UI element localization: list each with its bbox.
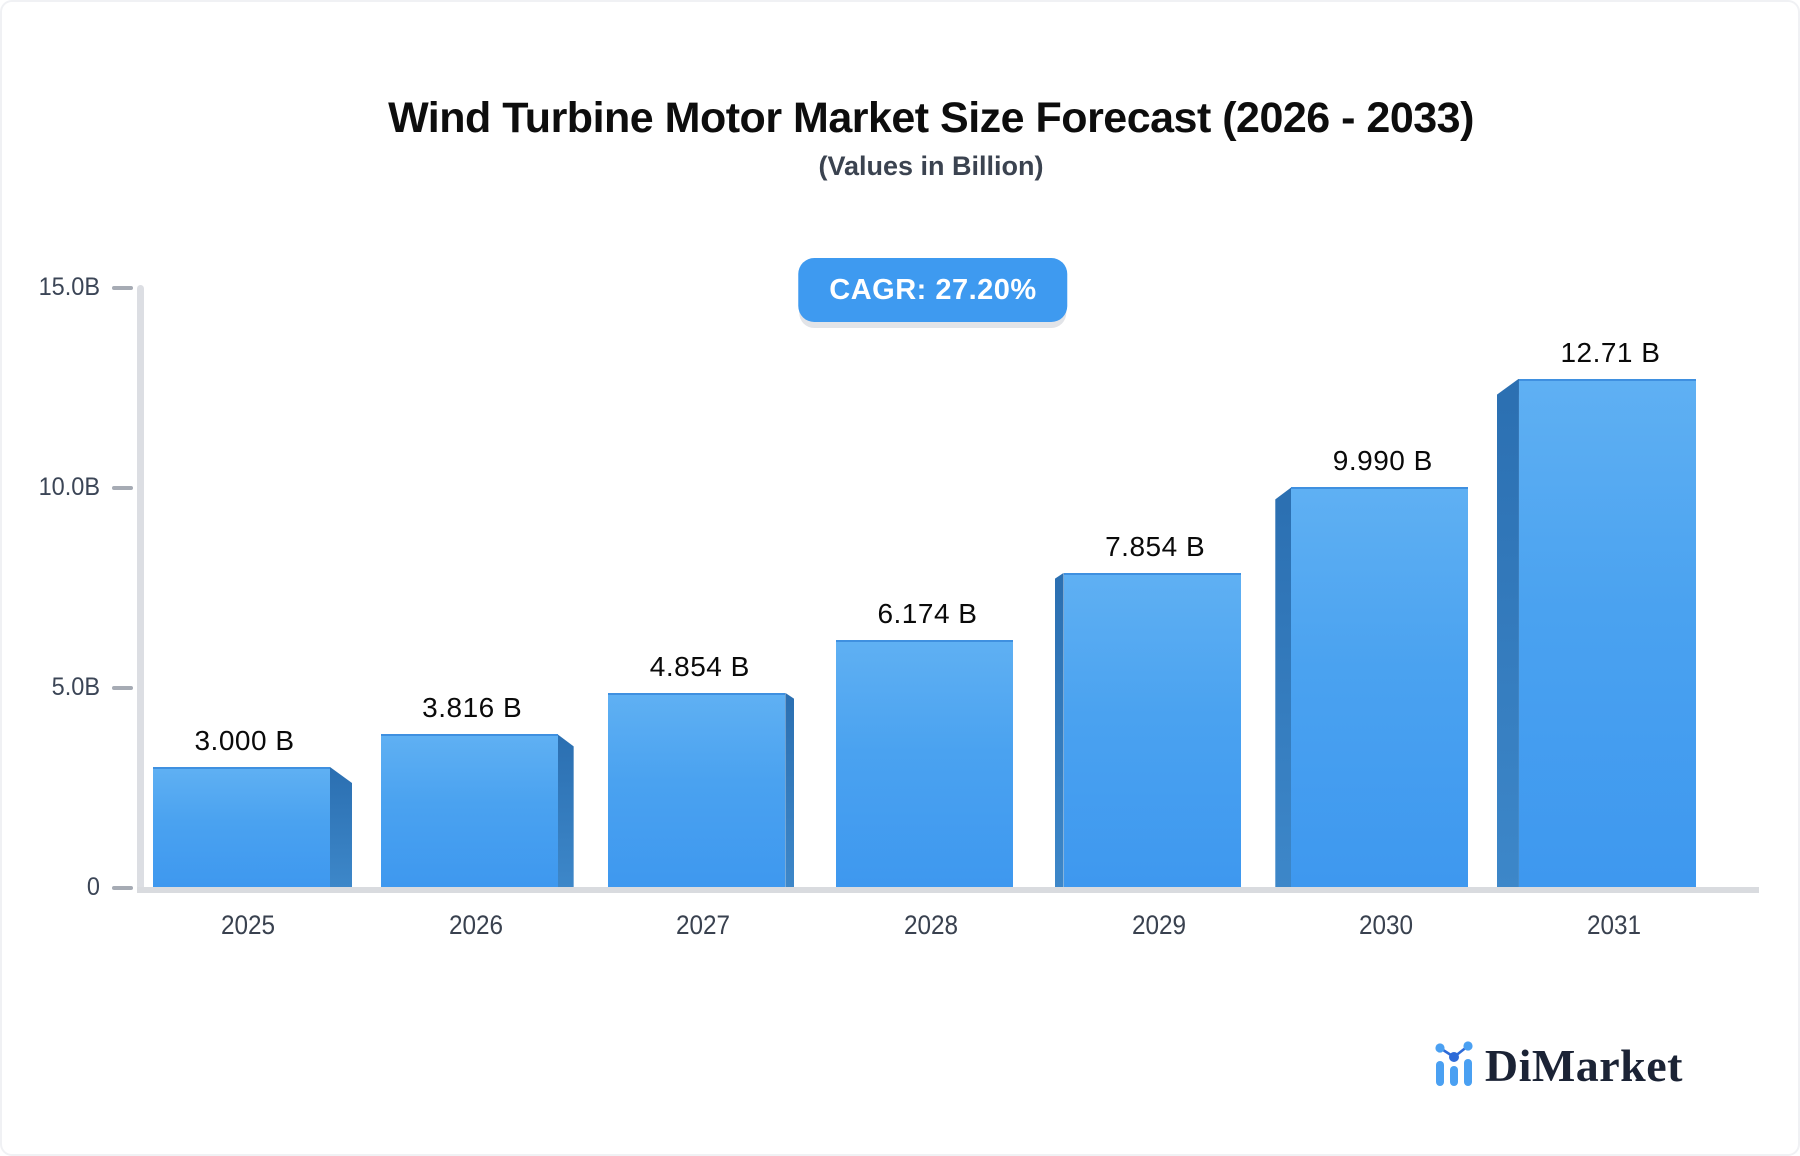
bar-3d-side <box>1054 572 1064 887</box>
y-axis-tick-label: 10.0B <box>38 473 100 501</box>
bar-3d-side <box>557 734 574 887</box>
bar-value-label: 7.854 B <box>1105 530 1206 562</box>
x-axis-label-2027: 2027 <box>676 910 731 940</box>
bar-3d-side <box>330 767 352 887</box>
bar-2031 <box>1518 378 1696 887</box>
x-axis-label-2028: 2028 <box>903 910 958 940</box>
y-axis-tick-label: 0 <box>86 873 100 901</box>
bar-value-label: 3.816 B <box>422 692 523 724</box>
x-axis-label-2026: 2026 <box>448 910 503 940</box>
bar-chart-dots-icon <box>1435 1041 1473 1086</box>
bar-value-label: 4.854 B <box>649 650 750 682</box>
bar-value-label: 3.000 B <box>194 725 295 756</box>
x-axis-label-2025: 2025 <box>220 910 276 940</box>
chart-subtitle: (Values in Billion) <box>818 151 1044 181</box>
bar-value-label: 6.174 B <box>877 598 978 630</box>
y-tick-dash <box>112 286 133 290</box>
bar-2027 <box>608 692 786 887</box>
brand-logo-text: DiMarket <box>1484 1040 1683 1091</box>
y-axis-line <box>137 285 144 893</box>
x-axis-baseline <box>137 887 1759 893</box>
bar-value-label: 12.71 B <box>1560 336 1661 368</box>
bar-2026 <box>380 734 558 887</box>
chart-title: Wind Turbine Motor Market Size Forecast … <box>388 94 1474 142</box>
cagr-badge: CAGR: 27.20% <box>798 258 1068 322</box>
y-axis-tick-label: 5.0B <box>51 673 100 701</box>
bar-value-label: 9.990 B <box>1332 445 1433 477</box>
x-axis-label-2031: 2031 <box>1586 910 1641 940</box>
y-tick-dash <box>112 686 133 690</box>
bar-3d-side <box>1275 487 1292 887</box>
bar-2030 <box>1291 487 1469 887</box>
y-tick-dash <box>112 486 133 490</box>
bar-2025 <box>153 767 330 887</box>
y-axis-tick-label: 15.0B <box>38 273 100 301</box>
bar-3d-side <box>1496 378 1519 887</box>
brand-logo: DiMarket <box>1433 1040 1683 1089</box>
y-tick-dash <box>112 886 133 890</box>
x-axis-label-2030: 2030 <box>1359 910 1414 940</box>
bar-2028 <box>835 640 1013 887</box>
bar-2029 <box>1063 572 1241 887</box>
x-axis-label-2029: 2029 <box>1131 910 1186 940</box>
bar-3d-side <box>785 692 795 887</box>
